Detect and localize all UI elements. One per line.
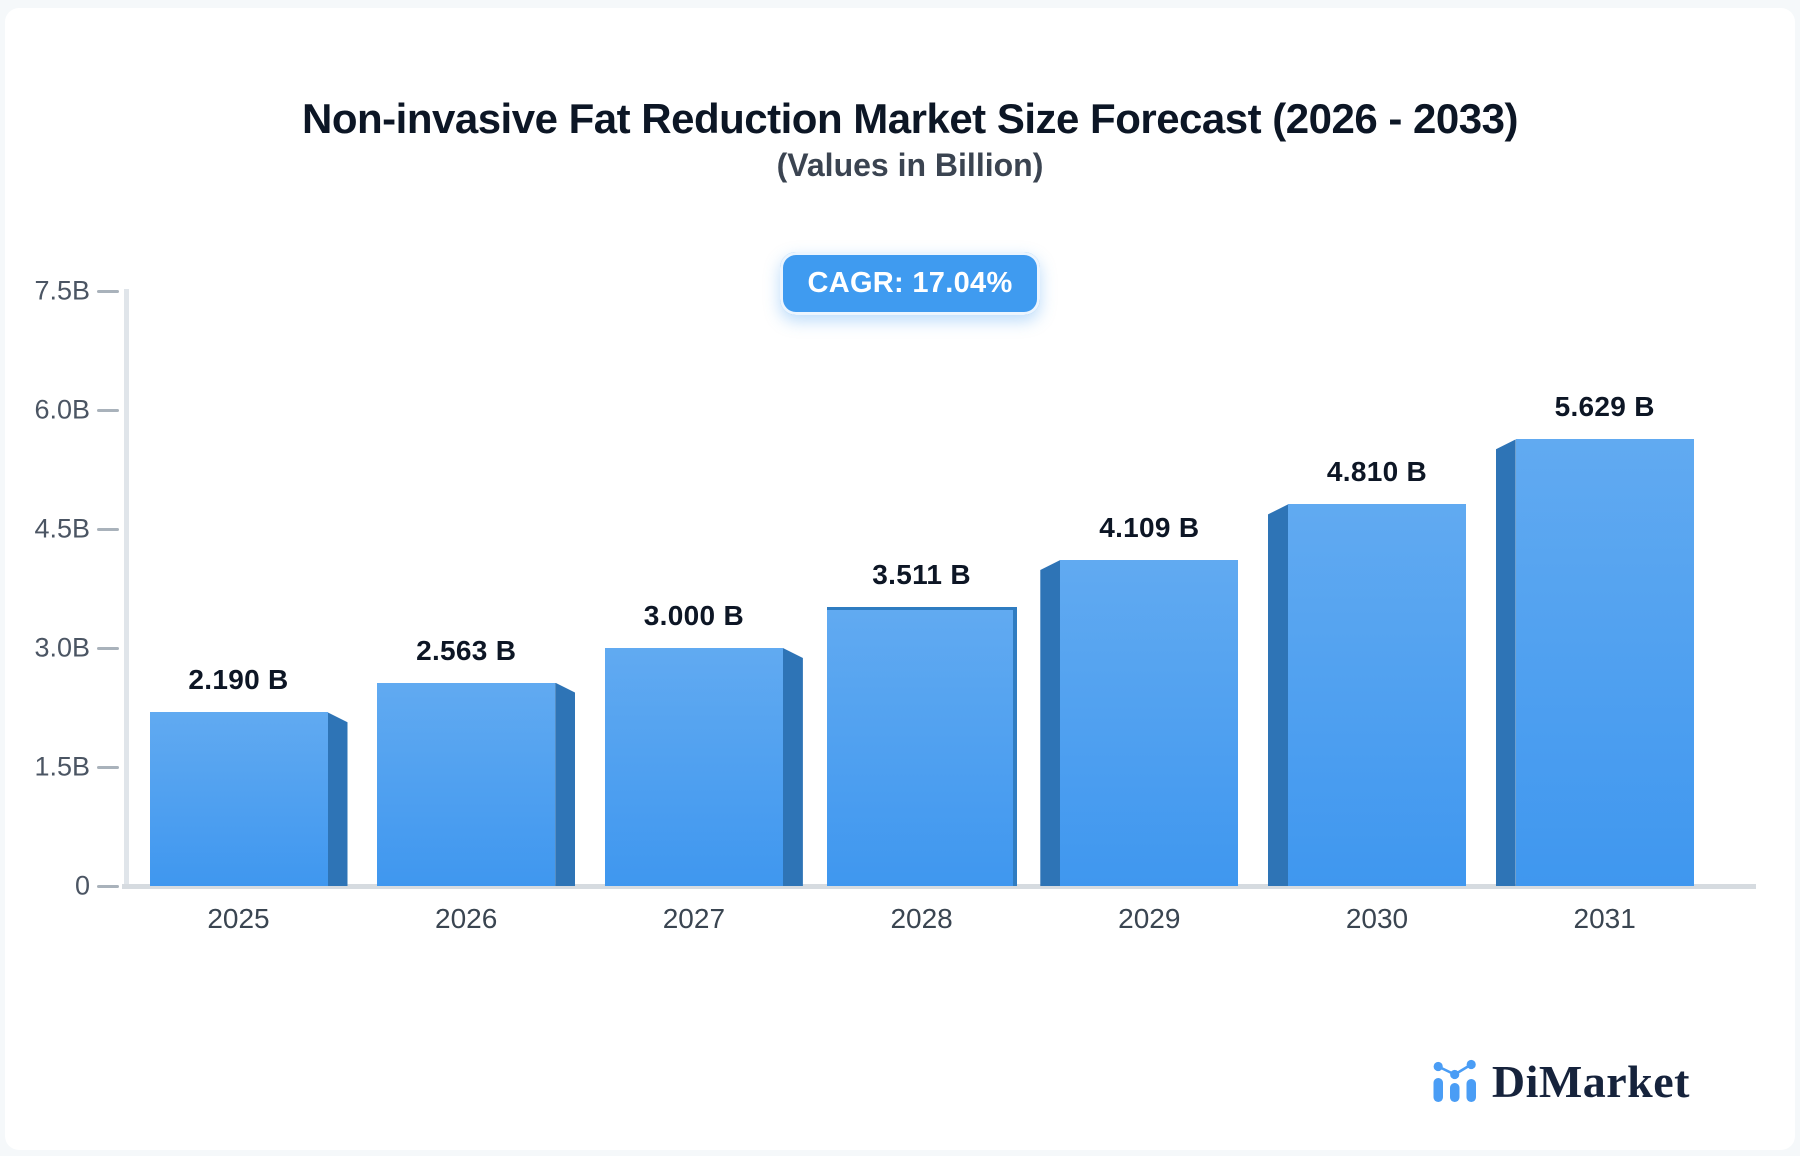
brand-logo: DiMarket <box>1431 1056 1690 1108</box>
y-axis-tick-dash <box>97 289 119 293</box>
bar-value-label-2025: 2.190 B <box>188 664 289 696</box>
bar-value-label-2027: 3.000 B <box>643 600 744 631</box>
y-axis-tick-label: 7.5B <box>34 275 90 306</box>
bar-2029 <box>1060 560 1239 886</box>
bar-2031 <box>1515 439 1694 886</box>
y-axis-tick-label: 6.0B <box>34 394 90 425</box>
bar-value-label-2026: 2.563 B <box>416 634 517 666</box>
bar-value-label-2028: 3.511 B <box>872 559 971 591</box>
y-axis-tick-dash <box>97 408 119 412</box>
bar-2029-side-panel <box>1040 560 1061 886</box>
x-axis-label-2026: 2026 <box>435 903 498 934</box>
bar-2028 <box>826 607 1017 886</box>
brand-logo-text: DiMarket <box>1491 1056 1690 1108</box>
x-axis-line <box>122 884 1756 889</box>
chart-subtitle: (Values in Billion) <box>776 147 1044 183</box>
bar-2030 <box>1288 504 1466 886</box>
x-axis-label-2027: 2027 <box>662 903 726 934</box>
bar-2027-side-panel <box>782 648 803 886</box>
bar-value-label-2031: 5.629 B <box>1554 391 1655 423</box>
y-axis-line <box>124 289 129 886</box>
bar-2031-side-panel <box>1495 439 1516 886</box>
bar-2025 <box>149 712 328 886</box>
y-axis-tick-dash <box>97 527 119 531</box>
y-axis-tick-label: 1.5B <box>34 751 90 782</box>
y-axis-tick-label: 3.0B <box>34 632 90 663</box>
y-axis-tick-label: 4.5B <box>34 513 90 544</box>
bar-2030-side-panel <box>1268 504 1288 886</box>
chart-title: Non-invasive Fat Reduction Market Size F… <box>302 95 1518 142</box>
x-axis-label-2029: 2029 <box>1118 903 1181 934</box>
bar-value-label-2029: 4.109 B <box>1099 512 1200 544</box>
bar-2027 <box>604 648 783 886</box>
y-axis-tick-dash <box>97 765 119 769</box>
x-axis-label-2025: 2025 <box>207 903 270 934</box>
y-axis-tick-label: 0 <box>74 870 90 901</box>
y-axis-tick-dash <box>97 884 119 888</box>
x-axis-label-2031: 2031 <box>1573 903 1636 934</box>
bar-2025-side-panel <box>327 712 348 886</box>
x-axis-label-2028: 2028 <box>890 903 953 934</box>
bar-value-label-2030: 4.810 B <box>1326 456 1428 488</box>
x-axis-label-2030: 2030 <box>1345 903 1409 934</box>
bar-2026-side-panel <box>555 682 576 886</box>
cagr-badge-row: CAGR: 17.04% <box>30 252 1790 315</box>
bar-chart-logo-icon <box>1433 1059 1476 1102</box>
bar-2026 <box>377 682 556 886</box>
y-axis-tick-dash <box>97 646 119 650</box>
cagr-badge: CAGR: 17.04% <box>780 252 1040 315</box>
